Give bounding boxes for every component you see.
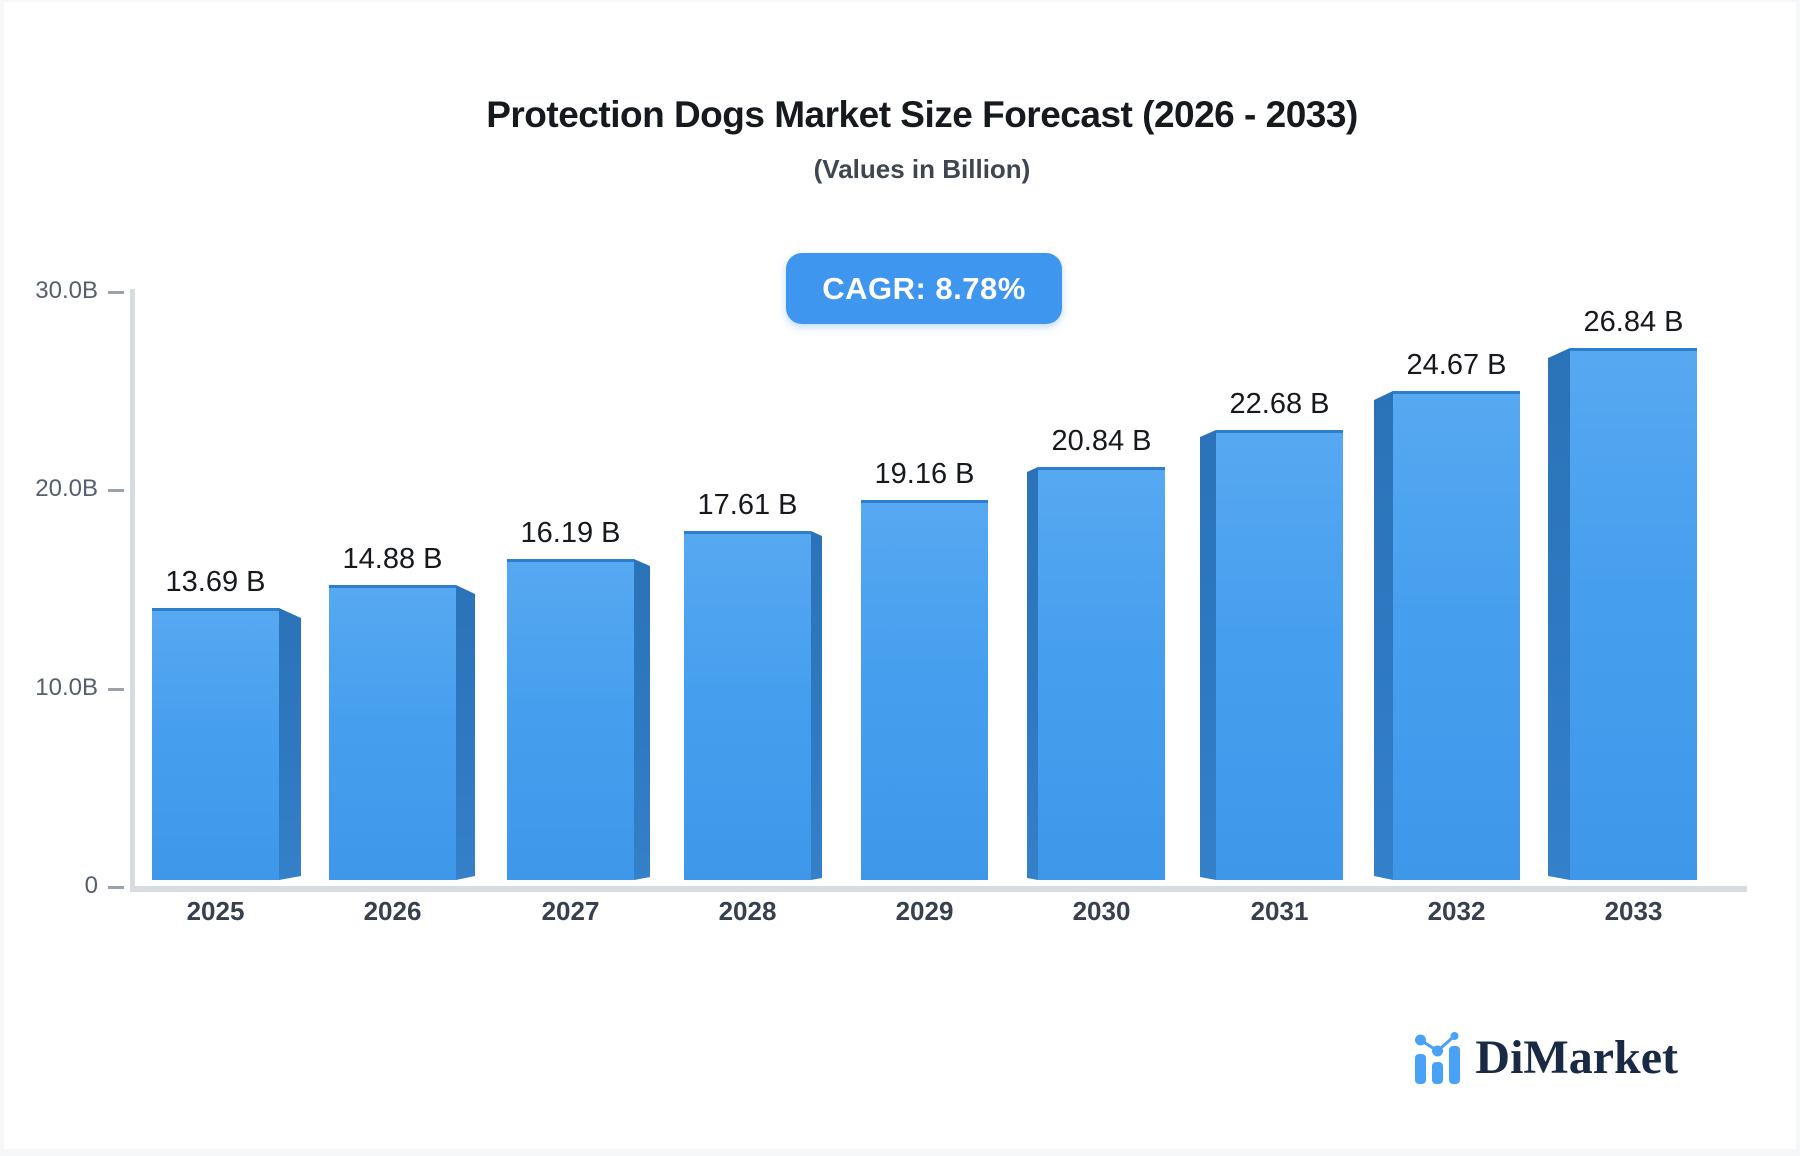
bar-side-face — [1027, 467, 1038, 880]
chart-header: Protection Dogs Market Size Forecast (20… — [4, 94, 1796, 185]
bar-2025: 13.69 B 2025 — [152, 566, 279, 926]
bar-value-label: 16.19 B — [520, 517, 621, 549]
bar-value-label: 26.84 B — [1583, 306, 1684, 338]
bar-side-face — [279, 608, 301, 880]
x-axis-category-label: 2032 — [1427, 896, 1486, 926]
chart-title: Protection Dogs Market Size Forecast (20… — [486, 94, 1358, 135]
bar-value-label: 19.16 B — [874, 458, 975, 490]
cagr-badge: CAGR: 8.78% — [786, 253, 1062, 324]
logo-wordmark: DiMarket — [1475, 1031, 1678, 1084]
bar-2026: 14.88 B 2026 — [329, 543, 456, 926]
x-axis-category-label: 2026 — [363, 896, 422, 926]
bar-2033: 26.84 B 2033 — [1570, 306, 1697, 926]
y-axis-tick-label: 20.0B — [35, 475, 98, 503]
bar-side-face — [634, 559, 650, 880]
bar-face — [1570, 348, 1697, 880]
y-axis-tick — [108, 687, 124, 691]
bar-side-face — [456, 585, 475, 880]
y-axis-tick — [108, 291, 124, 294]
bar-2030: 20.84 B 2030 — [1038, 425, 1165, 926]
bar-face — [152, 608, 279, 880]
bar-side-face — [1374, 391, 1393, 880]
bar-side-face — [1200, 430, 1216, 880]
bar-value-label: 20.84 B — [1051, 425, 1152, 457]
bar-2031: 22.68 B 2031 — [1216, 388, 1343, 926]
bar-value-label: 24.67 B — [1406, 349, 1507, 381]
bar-face — [1393, 391, 1520, 880]
bar-2029: 19.16 B 2029 — [861, 458, 988, 926]
x-axis-line — [130, 886, 1747, 892]
y-axis-line — [130, 289, 135, 889]
chart-card: Protection Dogs Market Size Forecast (20… — [4, 2, 1796, 1149]
bar-face — [1038, 467, 1165, 880]
x-axis-category-label: 2029 — [895, 896, 954, 926]
bar-face — [684, 531, 811, 880]
bar-face — [1216, 430, 1343, 880]
x-axis-category-label: 2033 — [1604, 896, 1663, 926]
bar-value-label: 22.68 B — [1229, 388, 1330, 420]
dimarket-logo: DiMarket — [1413, 1030, 1678, 1085]
x-axis-category-label: 2027 — [541, 896, 600, 926]
y-axis-tick — [108, 886, 124, 889]
bar-value-label: 14.88 B — [342, 543, 443, 575]
y-axis-tick — [108, 489, 124, 493]
bar-side-face — [1548, 348, 1570, 880]
bar-2032: 24.67 B 2032 — [1393, 349, 1520, 926]
bar-value-label: 13.69 B — [165, 566, 266, 598]
bar-face — [329, 585, 456, 880]
bar-value-label: 17.61 B — [697, 489, 798, 521]
chart-subtitle: (Values in Billion) — [813, 154, 1031, 184]
bar-side-face — [811, 531, 822, 880]
x-axis-category-label: 2030 — [1072, 896, 1131, 926]
y-axis-tick-label: 30.0B — [35, 277, 98, 304]
x-axis-category-label: 2028 — [718, 896, 777, 926]
mini-bar-chart-icon — [1415, 1031, 1461, 1084]
bar-face — [861, 500, 988, 880]
y-axis-tick-label: 10.0B — [35, 673, 98, 701]
x-axis-category-label: 2025 — [186, 896, 245, 926]
y-axis-tick-label: 0 — [84, 872, 98, 899]
bar-2027: 16.19 B 2027 — [507, 517, 634, 926]
bar-face — [507, 559, 634, 880]
cagr-badge-label: CAGR: 8.78% — [822, 270, 1026, 306]
bar-2028: 17.61 B 2028 — [684, 489, 811, 926]
x-axis-category-label: 2031 — [1250, 896, 1309, 926]
